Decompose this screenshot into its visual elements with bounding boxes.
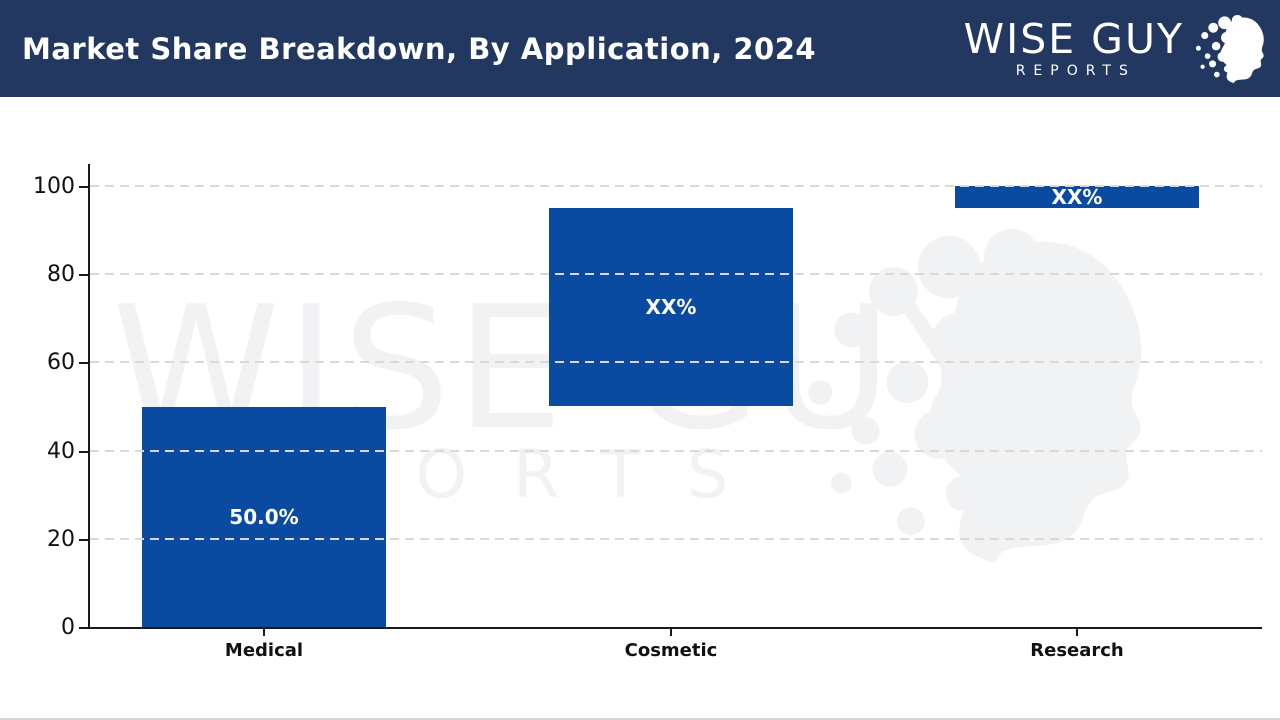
x-label-research: Research [1030, 640, 1124, 661]
x-label-medical: Medical [224, 640, 304, 661]
x-tick-medical [263, 629, 265, 636]
watermark-face-icon [808, 228, 1142, 564]
y-tick-60 [79, 362, 88, 365]
y-tick-label-60: 60 [47, 350, 75, 376]
x-label-cosmetic: Cosmetic [624, 640, 718, 661]
wiseguy-face-icon [1195, 14, 1264, 83]
logo-wordmark: WISE GUY [963, 15, 1184, 63]
x-tick-research [1076, 629, 1078, 636]
chart-title: Market Share Breakdown, By Application, … [22, 31, 817, 66]
gridline-60 [90, 361, 1262, 364]
y-tick-label-20: 20 [47, 526, 75, 552]
y-tick-80 [79, 274, 88, 277]
logo-text: WISE GUY REPORTS [963, 15, 1184, 79]
bottom-border [0, 718, 1280, 720]
y-tick-100 [79, 186, 88, 188]
plot-area: 50.0% XX% XX% 0 20 40 60 80 100 Medical Cosmetic Re… [0, 97, 1280, 698]
y-tick-label-100: 100 [33, 174, 75, 199]
y-tick-label-0: 0 [61, 615, 75, 640]
bar-medical: 50.0% [142, 406, 386, 627]
gridline-40 [90, 449, 1262, 452]
y-tick-40 [79, 450, 88, 453]
bar-research: XX% [955, 185, 1199, 210]
bar-value-label: XX% [1051, 185, 1103, 210]
x-axis [88, 627, 1262, 629]
y-tick-0 [79, 627, 88, 629]
wiseguy-logo: WISE GUY REPORTS [964, 0, 1270, 97]
logo-subtitle: REPORTS [1015, 63, 1136, 79]
bar-value-label: 50.0% [229, 504, 299, 529]
x-tick-cosmetic [670, 629, 672, 636]
y-tick-20 [79, 538, 88, 541]
header-band: Market Share Breakdown, By Application, … [0, 0, 1280, 97]
y-tick-label-80: 80 [47, 262, 75, 288]
gridline-100 [90, 185, 1262, 187]
bar-value-label: XX% [645, 295, 697, 320]
y-axis [88, 164, 90, 629]
y-tick-label-40: 40 [47, 438, 75, 464]
bar-cosmetic: XX% [549, 208, 793, 407]
gridline-80 [90, 273, 1262, 276]
gridline-20 [90, 537, 1262, 540]
